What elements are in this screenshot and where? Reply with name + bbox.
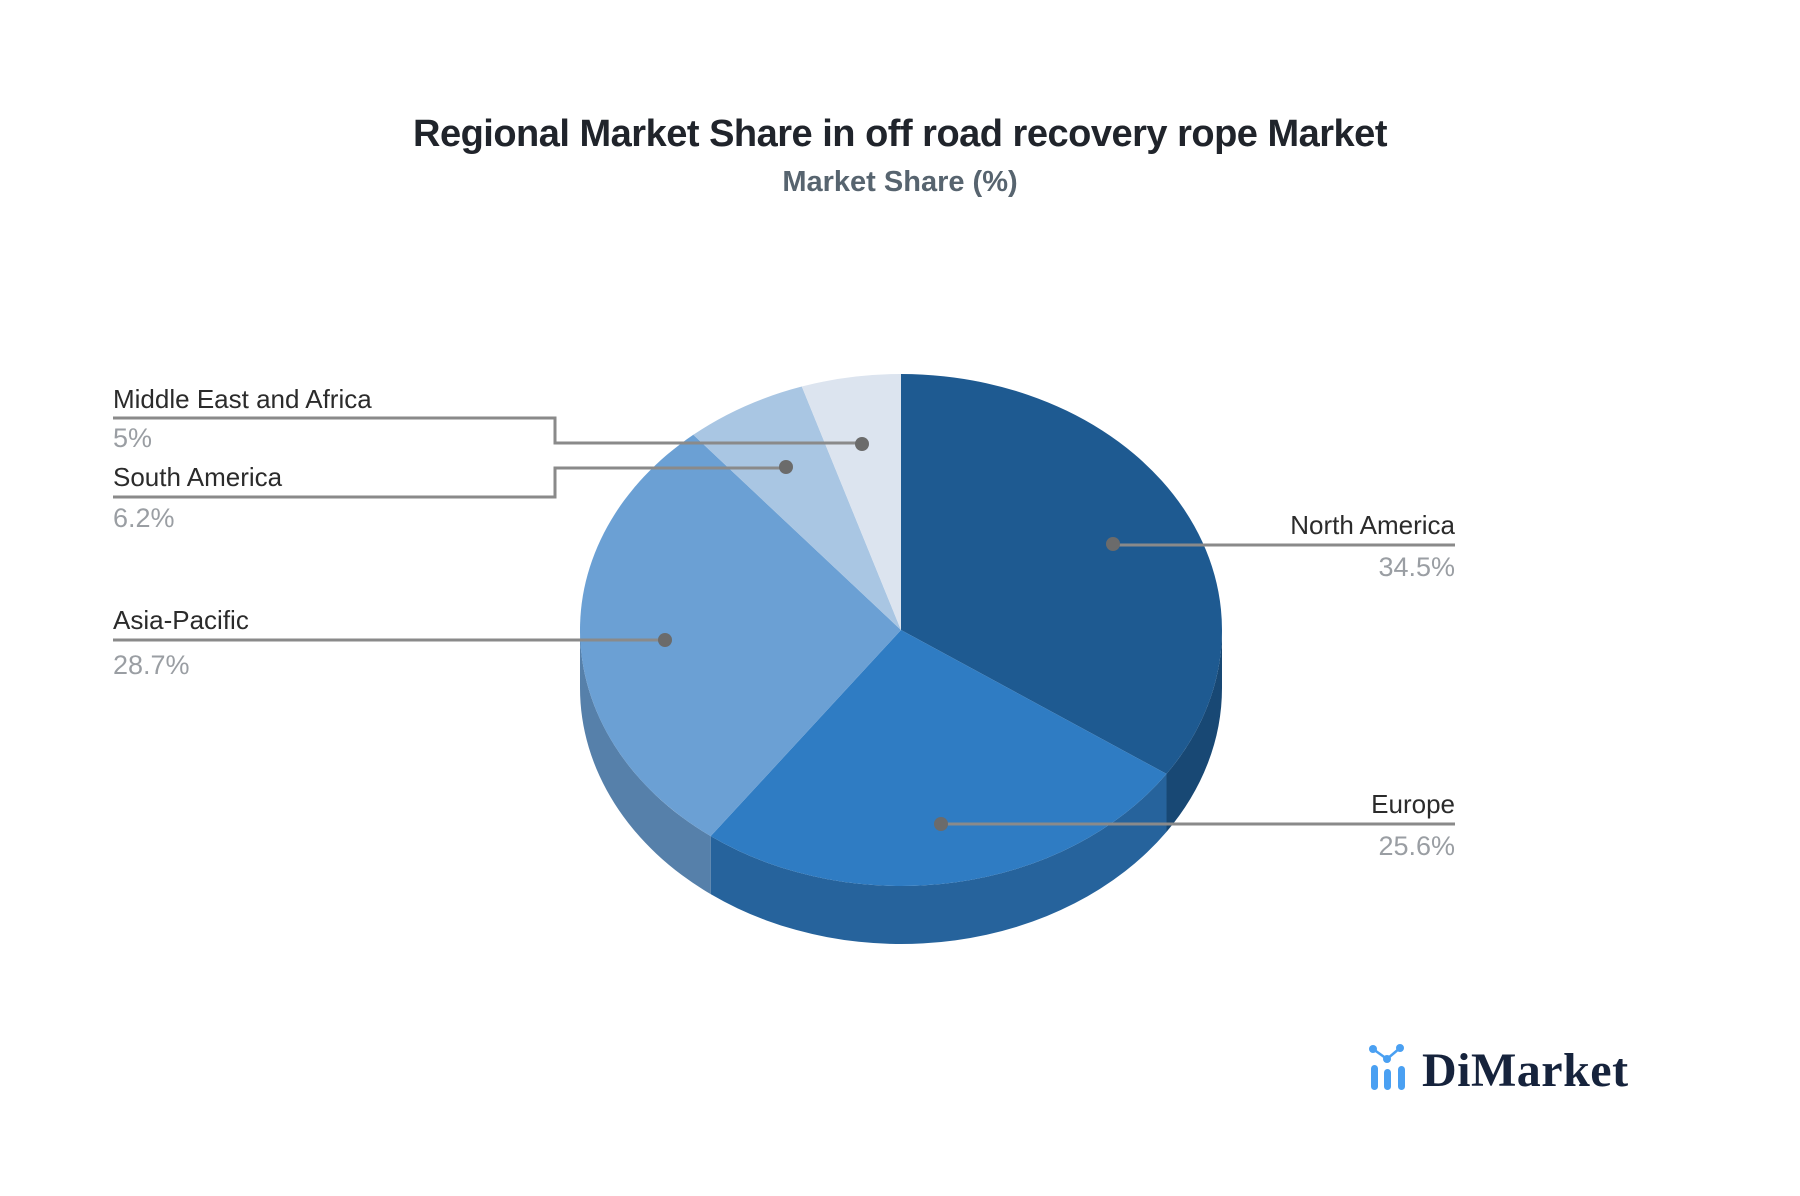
pie-3d-rims bbox=[579, 630, 1222, 944]
leader-lines bbox=[113, 416, 1455, 831]
chart-title: Regional Market Share in off road recove… bbox=[413, 113, 1387, 155]
pie-rim-north-america bbox=[1166, 630, 1222, 832]
slice-label-south-america: South America bbox=[113, 462, 283, 492]
brand-logo: DiMarket bbox=[1368, 1038, 1629, 1102]
leader-line-middle-east-and-africa bbox=[113, 416, 862, 445]
slice-percent: 6.2% bbox=[113, 503, 175, 533]
leader-dot-middle-east-and-africa bbox=[855, 437, 869, 451]
slice-name: North America bbox=[1290, 510, 1455, 540]
slice-label-europe: Europe bbox=[1371, 789, 1455, 819]
pie-rim-asia-pacific bbox=[579, 630, 711, 895]
pie-slice-north-america[interactable] bbox=[901, 374, 1222, 774]
slice-value-asia-pacific: 28.7% bbox=[113, 651, 190, 679]
slice-label-asia-pacific: Asia-Pacific bbox=[113, 605, 249, 635]
chart-subtitle: Market Share (%) bbox=[782, 166, 1018, 198]
slice-label-middle-east-and-africa: Middle East and Africa bbox=[113, 384, 372, 414]
pie-slice-europe[interactable] bbox=[710, 630, 1167, 886]
bar-line-chart-icon bbox=[1369, 1044, 1405, 1090]
leader-line-south-america bbox=[113, 466, 786, 499]
slice-percent: 28.7% bbox=[113, 650, 190, 680]
brand-name: DiMarket bbox=[1422, 1043, 1629, 1097]
slice-value-europe: 25.6% bbox=[1378, 832, 1455, 860]
leader-dot-europe bbox=[934, 817, 948, 831]
leader-dot-asia-pacific bbox=[658, 633, 672, 647]
slice-name: Asia-Pacific bbox=[113, 605, 249, 635]
leader-dots bbox=[658, 437, 1120, 831]
slice-name: Middle East and Africa bbox=[113, 384, 372, 414]
slice-value-south-america: 6.2% bbox=[113, 504, 175, 532]
slice-percent: 34.5% bbox=[1378, 552, 1455, 582]
pie-rim-europe bbox=[710, 773, 1167, 944]
pie-slice-asia-pacific[interactable] bbox=[579, 434, 901, 837]
pie-slices bbox=[579, 374, 1222, 886]
slice-percent: 5% bbox=[113, 423, 153, 453]
leader-dot-north-america bbox=[1106, 537, 1120, 551]
slice-value-north-america: 34.5% bbox=[1378, 553, 1455, 581]
slice-value-middle-east-and-africa: 5% bbox=[113, 424, 152, 452]
leader-dot-south-america bbox=[779, 460, 793, 474]
pie-slice-middle-east-and-africa[interactable] bbox=[801, 374, 901, 630]
slice-label-north-america: North America bbox=[1290, 510, 1455, 540]
slice-percent: 25.6% bbox=[1378, 831, 1455, 861]
slice-name: South America bbox=[113, 462, 283, 492]
slice-name: Europe bbox=[1371, 789, 1455, 819]
pie-slice-south-america[interactable] bbox=[693, 386, 901, 630]
